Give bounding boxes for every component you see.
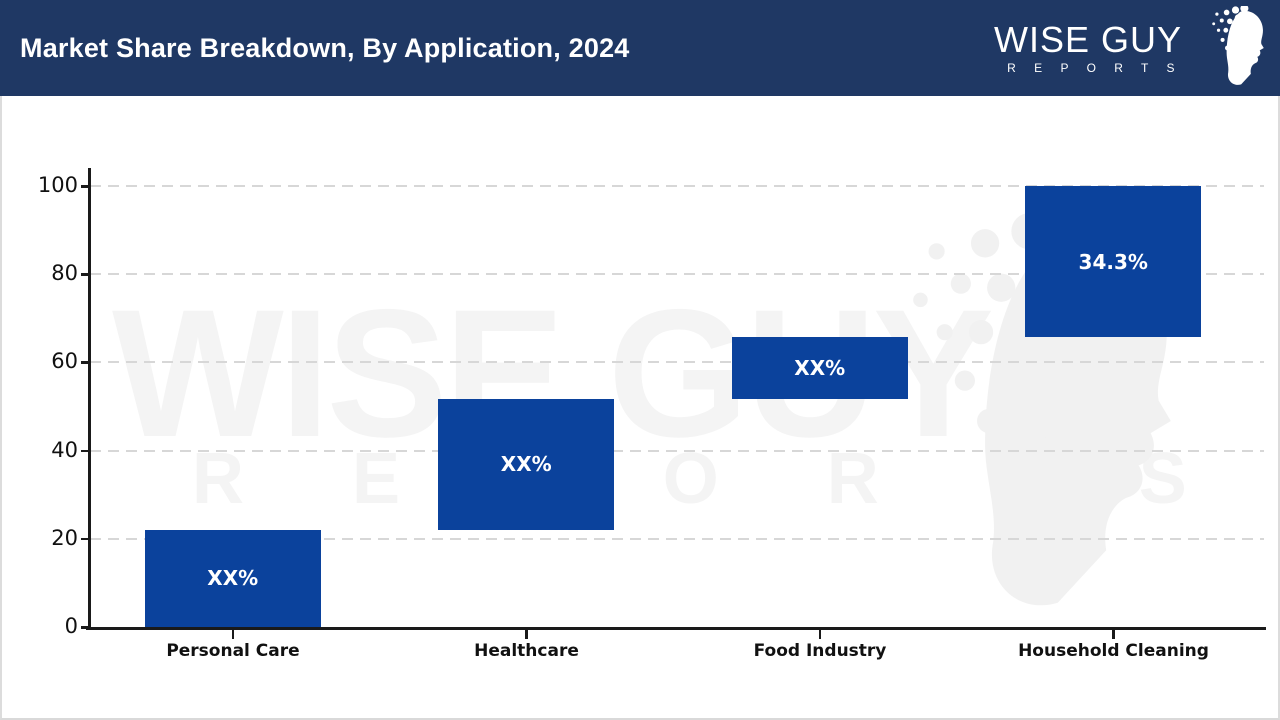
x-tick-mark-1 <box>525 630 528 639</box>
gridline-100 <box>90 185 1264 187</box>
bar-personal-care: XX% <box>144 529 321 627</box>
y-tick-label-60: 60 <box>51 349 78 374</box>
x-tick-mark-3 <box>1112 630 1115 639</box>
bar-value-label: 34.3% <box>1078 249 1148 274</box>
bar-value-label: XX% <box>794 356 846 381</box>
y-tick-mark-60 <box>81 361 90 364</box>
face-profile-icon <box>1184 6 1266 90</box>
brand-text: WISE GUY R E P O R T S <box>993 19 1182 75</box>
gridline-80 <box>90 273 1264 276</box>
y-tick-mark-40 <box>81 449 90 453</box>
y-tick-label-40: 40 <box>51 437 78 462</box>
gridline-40 <box>90 449 1264 452</box>
y-tick-mark-80 <box>81 273 90 276</box>
bar-value-label: XX% <box>207 566 259 591</box>
y-tick-mark-20 <box>81 537 90 541</box>
x-tick-mark-0 <box>231 630 235 639</box>
y-tick-mark-0 <box>81 626 90 629</box>
x-tick-mark-2 <box>818 630 822 639</box>
brand-logo: WISE GUY R E P O R T S <box>994 6 1266 90</box>
gridline-20 <box>90 537 1264 540</box>
bar-food-industry: XX% <box>731 337 908 399</box>
category-label-0: Personal Care <box>166 641 300 661</box>
y-tick-label-20: 20 <box>51 525 78 550</box>
bar-value-label: XX% <box>500 452 552 477</box>
gridline-60 <box>90 361 1264 364</box>
x-axis-line <box>86 627 1266 630</box>
category-label-2: Food Industry <box>753 641 887 661</box>
page-title: Market Share Breakdown, By Application, … <box>20 32 630 63</box>
y-axis-line <box>88 168 91 629</box>
y-tick-mark-100 <box>81 185 90 188</box>
brand-subtitle: R E P O R T S <box>1007 61 1182 75</box>
y-tick-label-80: 80 <box>51 261 78 286</box>
category-label-3: Household Cleaning <box>1018 641 1209 661</box>
bar-healthcare: XX% <box>438 399 615 530</box>
bar-household-cleaning: 34.3% <box>1025 186 1202 338</box>
y-tick-label-0: 0 <box>64 614 78 638</box>
header-bar: Market Share Breakdown, By Application, … <box>0 0 1280 96</box>
category-label-1: Healthcare <box>474 641 579 661</box>
brand-name: WISE GUY <box>993 19 1182 60</box>
y-tick-label-100: 100 <box>37 173 78 197</box>
chart-canvas: WISE GUY R E P O R T S 0 20 40 60 80 100 XX% Pe… <box>0 96 1280 720</box>
